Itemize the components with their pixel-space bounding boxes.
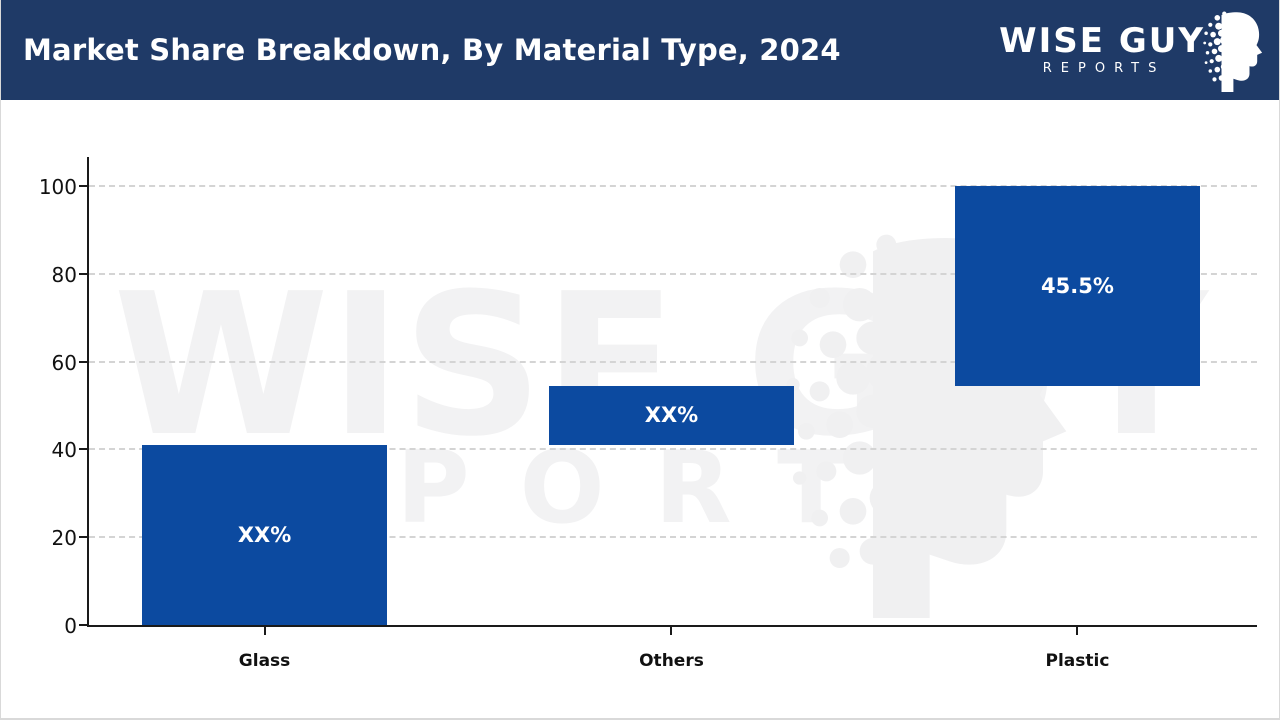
x-tick-mark-plastic [1076,627,1079,635]
x-tick-mark-others [670,627,673,635]
y-tick-mark-20 [79,536,87,539]
x-axis-line [87,625,1257,627]
header-bar: Market Share Breakdown, By Material Type… [1,0,1279,100]
y-tick-mark-100 [79,185,87,187]
bar-glass: XX% [142,445,388,625]
y-tick-label: 40 [51,438,77,463]
bar-others: XX% [548,385,794,446]
y-tick-mark-80 [79,272,87,275]
wiseguy-logo-text: WISE GUY REPORTS [999,24,1205,76]
wiseguy-logo: WISE GUY REPORTS [999,8,1265,92]
page-title: Market Share Breakdown, By Material Type… [23,33,841,67]
gridline-80 [89,272,1257,275]
bar-value-label: XX% [644,403,699,428]
y-tick-label: 80 [51,262,77,287]
y-tick-mark-0 [79,624,87,626]
logo-subtitle: REPORTS [1042,61,1166,76]
x-tick-label-plastic: Plastic [1045,651,1110,671]
y-axis-line [87,157,89,625]
gridline-40 [89,448,1257,451]
logo-wordmark: WISE GUY [999,21,1205,61]
y-tick-mark-60 [79,360,87,363]
bar-value-label: XX% [237,523,292,547]
y-tick-label: 0 [64,614,77,638]
plot-area: 0 20 40 60 80 100 Glass Others Plastic XX% XX% 45.5… [39,157,1257,671]
wiseguy-face-icon [1199,8,1265,92]
gridline-20 [89,536,1257,539]
x-tick-mark-glass [263,627,266,635]
bar-plastic: 45.5% [954,186,1200,386]
x-tick-label-glass: Glass [238,651,291,671]
gridline-60 [89,360,1257,363]
x-tick-label-others: Others [639,651,704,671]
y-tick-mark-40 [79,448,87,451]
y-tick-label: 60 [51,350,77,375]
y-tick-label: 100 [38,175,77,199]
bar-value-label: 45.5% [1041,273,1114,298]
gridline-100 [89,185,1257,187]
y-tick-label: 20 [51,526,77,551]
